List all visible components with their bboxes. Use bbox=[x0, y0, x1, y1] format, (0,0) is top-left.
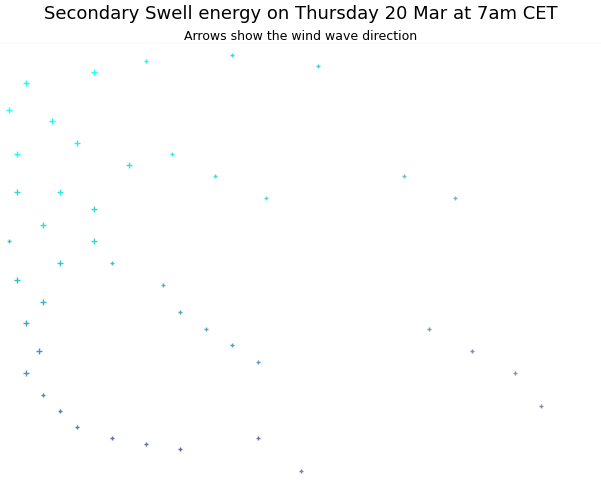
Text: Secondary Swell energy on Thursday 20 Mar at 7am CET: Secondary Swell energy on Thursday 20 Ma… bbox=[44, 5, 557, 23]
Text: Arrows show the wind wave direction: Arrows show the wind wave direction bbox=[184, 30, 417, 43]
